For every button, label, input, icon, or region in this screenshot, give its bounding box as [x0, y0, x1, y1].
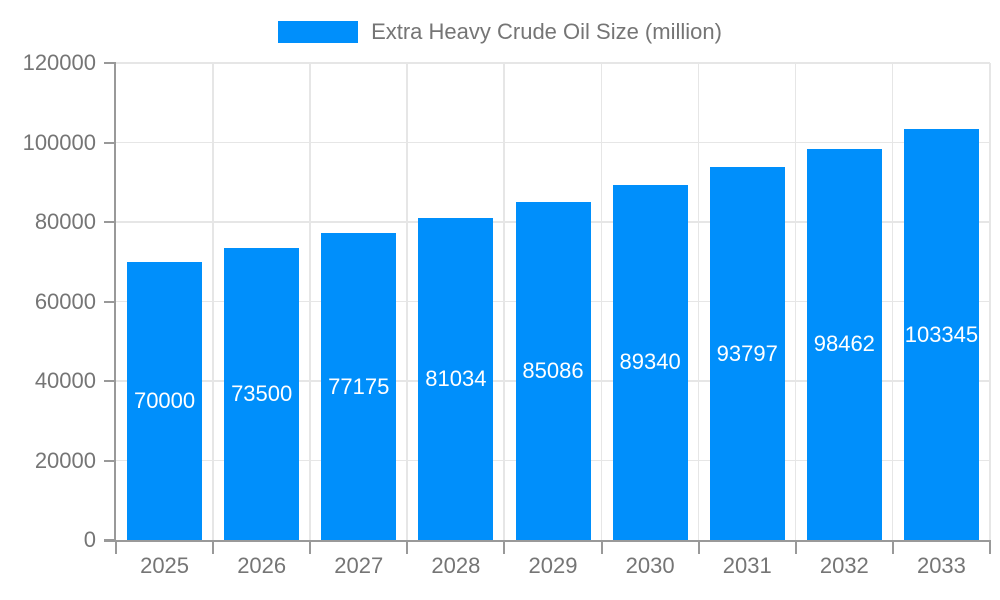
x-axis-label: 2031: [722, 553, 772, 578]
y-axis-label: 20000: [34, 447, 96, 473]
y-axis-label: 0: [83, 527, 96, 552]
bar-2025: 70000: [127, 261, 203, 540]
legend-swatch-icon: [278, 21, 359, 43]
bar-2028: 81034: [418, 217, 494, 540]
x-gridline: [406, 63, 408, 540]
x-gridline: [212, 63, 214, 540]
x-axis-tick: [309, 540, 312, 554]
x-gridline: [309, 63, 311, 540]
bar-2033: 103345: [903, 129, 979, 540]
y-axis-label: 100000: [22, 129, 96, 155]
bar-value-label: 73500: [231, 380, 293, 406]
y-axis-label: 80000: [34, 209, 96, 234]
y-axis-tick: [104, 380, 116, 382]
bar-2032: 98462: [806, 148, 882, 540]
x-axis-tick: [115, 540, 117, 554]
x-axis-label: 2027: [334, 553, 384, 578]
x-gridline: [794, 63, 797, 540]
bar-2030: 89340: [612, 184, 688, 540]
bar-2031: 93797: [709, 167, 785, 540]
bar-2026: 73500: [224, 247, 300, 540]
x-gridline: [600, 63, 603, 540]
bar-value-label: 93797: [716, 340, 778, 366]
x-axis-tick: [503, 540, 506, 554]
bar-value-label: 77175: [328, 373, 390, 399]
y-gridline: [116, 141, 990, 143]
bar-2029: 85086: [515, 201, 591, 540]
legend-label: Extra Heavy Crude Oil Size (million): [371, 19, 722, 44]
bar-value-label: 89340: [619, 349, 681, 375]
x-axis-label: 2030: [625, 553, 675, 578]
bar-value-label: 70000: [133, 387, 196, 413]
x-axis-label: 2029: [528, 553, 578, 578]
bar-value-label: 81034: [425, 365, 487, 391]
x-axis-label: 2028: [431, 553, 481, 578]
y-axis-tick: [104, 221, 116, 223]
x-axis-tick: [212, 540, 215, 554]
x-axis-label: 2025: [140, 553, 190, 578]
x-axis-label: 2026: [237, 553, 287, 578]
x-gridline: [989, 63, 991, 540]
y-axis-line: [114, 63, 116, 542]
x-axis-tick: [600, 540, 603, 554]
y-gridline: [116, 62, 990, 64]
x-axis-label: 2032: [819, 553, 869, 578]
y-axis-tick: [104, 62, 116, 64]
bar-value-label: 98462: [813, 331, 875, 357]
y-axis-tick: [104, 300, 116, 303]
x-axis-tick: [989, 540, 991, 554]
x-axis-tick: [697, 540, 700, 554]
x-axis-label: 2033: [916, 553, 966, 578]
bar-value-label: 103345: [904, 321, 979, 347]
x-axis-tick: [794, 540, 797, 554]
x-gridline: [891, 63, 894, 540]
bar-value-label: 85086: [522, 357, 584, 383]
bar-2027: 77175: [321, 233, 397, 540]
y-axis-label: 40000: [34, 368, 96, 393]
x-axis-tick: [891, 540, 894, 554]
x-gridline: [503, 63, 505, 540]
y-axis-tick: [104, 141, 116, 144]
y-axis-label: 60000: [34, 288, 96, 314]
x-axis-line: [104, 540, 990, 542]
x-axis-tick: [406, 540, 409, 554]
x-gridline: [697, 63, 700, 540]
y-axis-tick: [104, 459, 116, 462]
y-axis-label: 120000: [22, 50, 96, 75]
chart-legend[interactable]: Extra Heavy Crude Oil Size (million): [0, 19, 1000, 45]
